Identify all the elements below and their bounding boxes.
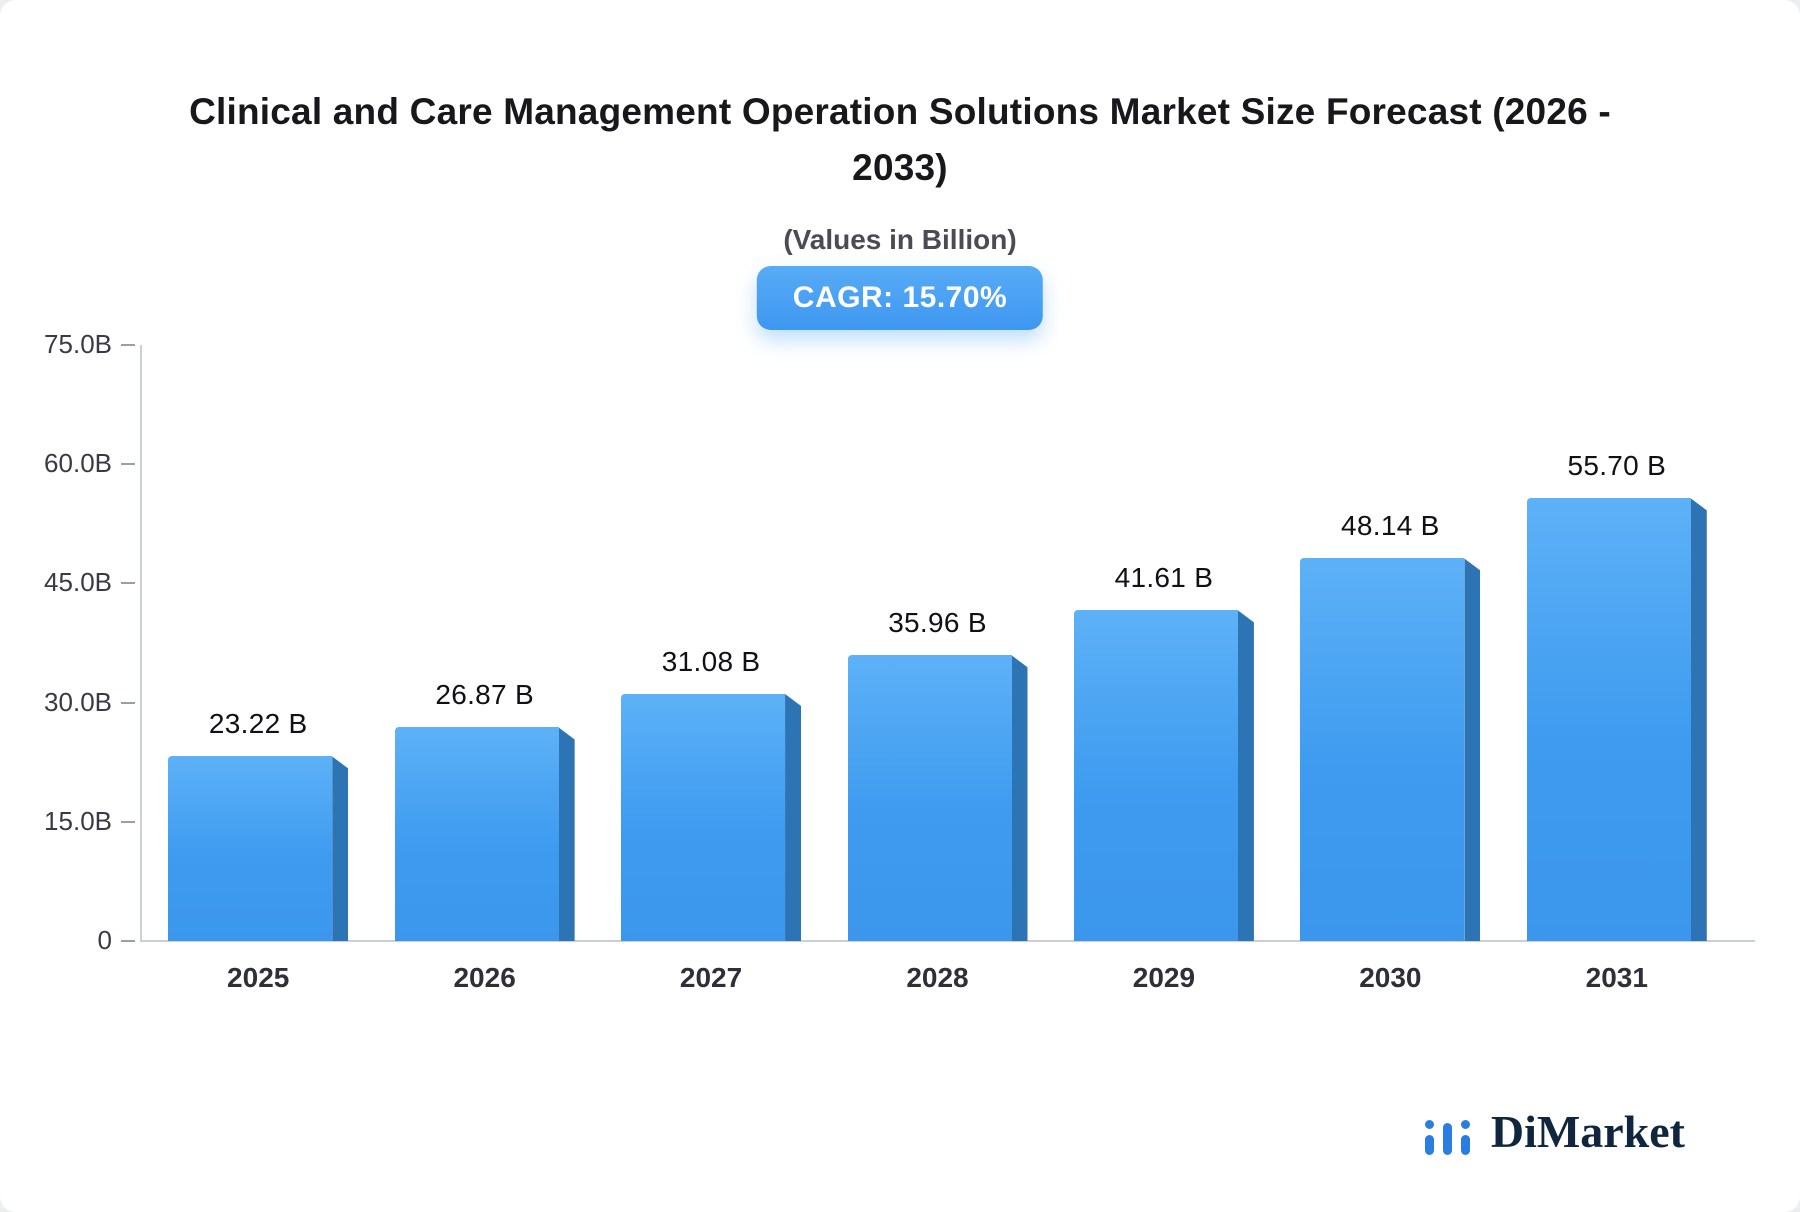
bar-value-label: 26.87 B bbox=[435, 679, 534, 711]
y-axis-label: 60.0B bbox=[44, 448, 112, 479]
brand-logo: DiMarket bbox=[1419, 1105, 1685, 1157]
y-axis-label: 30.0B bbox=[44, 686, 112, 717]
bar[interactable] bbox=[847, 655, 1028, 941]
bar-face bbox=[394, 727, 559, 941]
bar-face bbox=[1526, 498, 1691, 941]
bar-chart-logo-icon bbox=[1419, 1105, 1477, 1157]
x-axis-label: 2030 bbox=[1359, 962, 1422, 993]
x-axis-label: 2031 bbox=[1585, 962, 1648, 993]
bar[interactable] bbox=[168, 756, 349, 941]
bar-side-face bbox=[785, 694, 802, 941]
y-axis-tick bbox=[121, 701, 135, 704]
x-axis-label: 2027 bbox=[679, 962, 743, 993]
bar-side-face bbox=[332, 756, 349, 941]
bar-value-label: 31.08 B bbox=[661, 646, 761, 678]
cagr-badge: CAGR: 15.70% bbox=[756, 266, 1044, 330]
bar-value-label: 55.70 B bbox=[1567, 450, 1667, 482]
bar-face bbox=[1300, 558, 1465, 941]
bar-face bbox=[1073, 610, 1238, 941]
bar-face bbox=[621, 694, 786, 941]
bar-value-label: 48.14 B bbox=[1341, 510, 1440, 542]
x-axis-label: 2029 bbox=[1132, 962, 1196, 993]
bar[interactable] bbox=[621, 694, 802, 941]
bar-value-label: 41.61 B bbox=[1114, 562, 1214, 594]
bar-value-label: 35.96 B bbox=[888, 607, 987, 639]
bar[interactable] bbox=[1300, 558, 1481, 941]
y-axis-tick bbox=[121, 344, 135, 346]
bar[interactable] bbox=[1526, 498, 1707, 941]
y-axis-tick bbox=[121, 820, 135, 823]
y-axis-label: 75.0B bbox=[44, 329, 112, 359]
x-axis-line bbox=[140, 940, 1755, 942]
y-axis-label: 15.0B bbox=[44, 805, 112, 836]
chart-title: Clinical and Care Management Operation S… bbox=[189, 91, 1611, 188]
bar-side-face bbox=[1011, 655, 1028, 941]
y-axis-line bbox=[140, 345, 142, 941]
bar-face bbox=[168, 756, 333, 941]
bar-face bbox=[847, 655, 1012, 941]
bar-side-face bbox=[1690, 498, 1707, 941]
y-axis-tick bbox=[121, 463, 135, 466]
y-axis-label: 0 bbox=[97, 925, 112, 955]
brand-name: DiMarket bbox=[1490, 1106, 1685, 1157]
bar-value-label: 23.22 B bbox=[208, 708, 308, 740]
y-axis-tick bbox=[121, 940, 135, 942]
x-axis-label: 2026 bbox=[453, 962, 516, 993]
x-axis-label: 2028 bbox=[906, 962, 969, 993]
y-axis-tick bbox=[121, 582, 135, 585]
bar-side-face bbox=[558, 727, 575, 941]
chart-subtitle: (Values in Billion) bbox=[783, 224, 1017, 255]
bar-side-face bbox=[1237, 610, 1254, 941]
bar[interactable] bbox=[394, 727, 575, 941]
x-axis-label: 2025 bbox=[227, 962, 290, 993]
bar-side-face bbox=[1464, 558, 1481, 941]
bar[interactable] bbox=[1073, 610, 1254, 941]
y-axis-label: 45.0B bbox=[44, 567, 112, 598]
